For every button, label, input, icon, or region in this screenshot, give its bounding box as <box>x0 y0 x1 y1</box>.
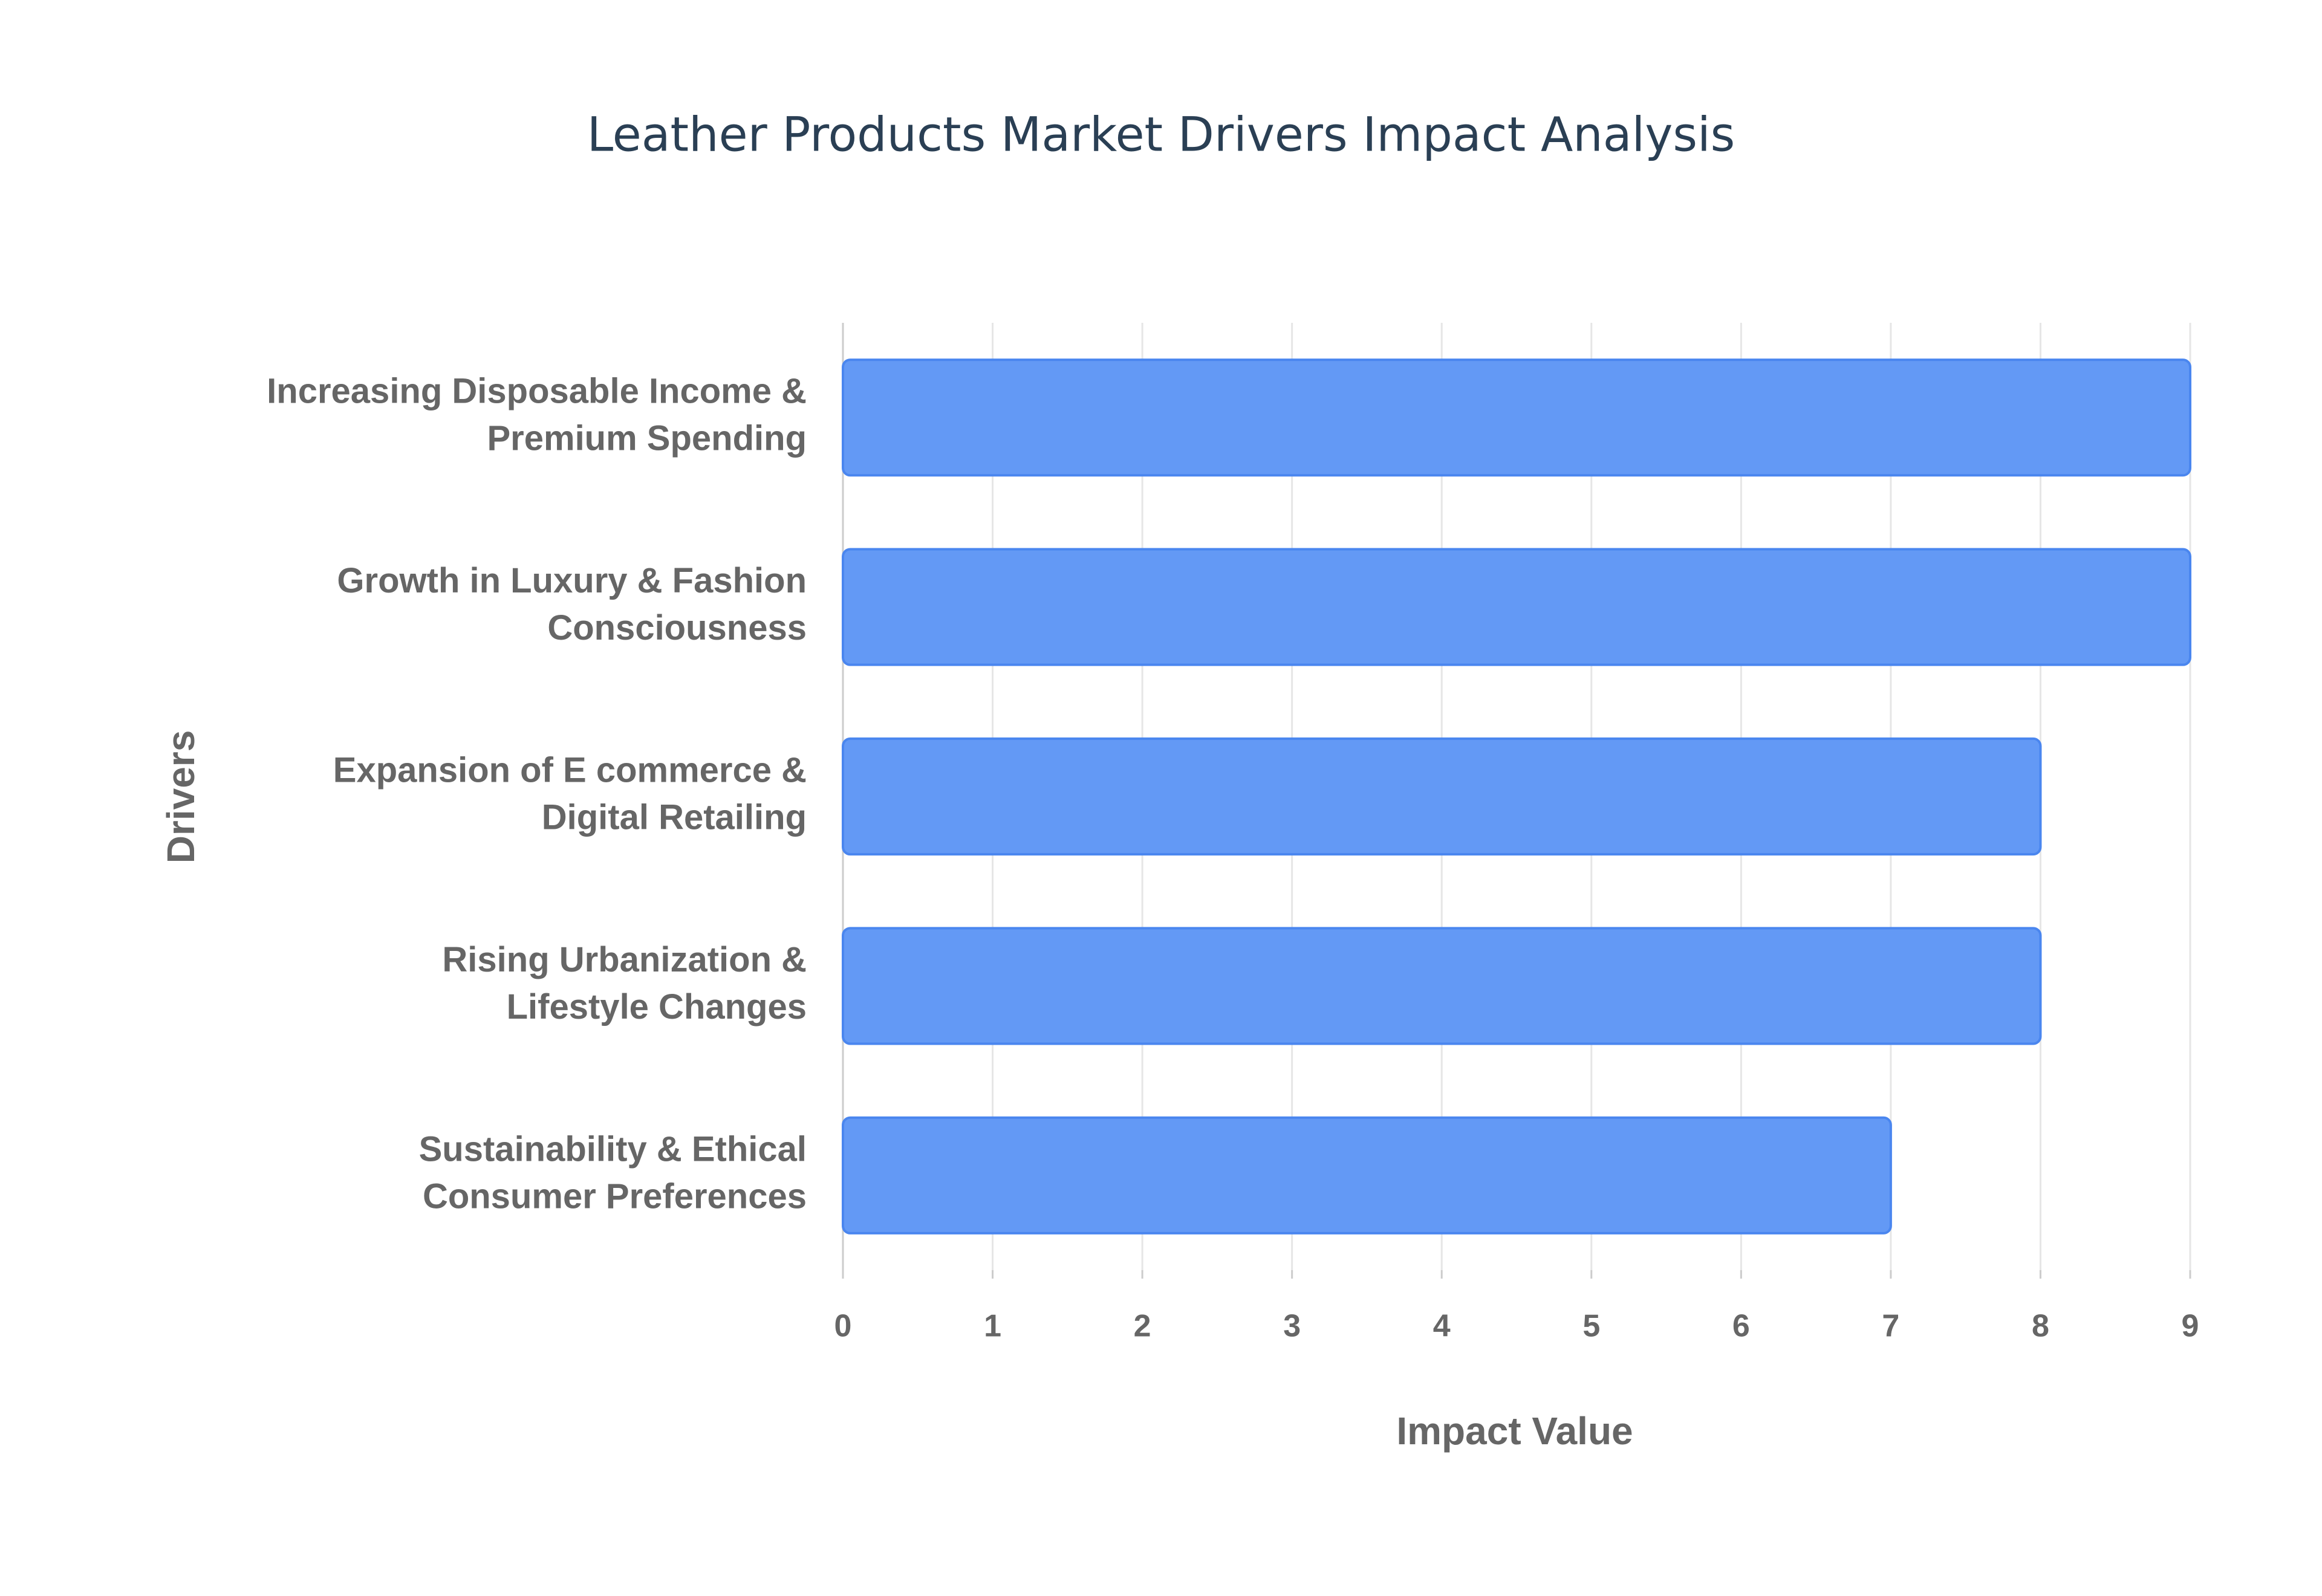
x-axis-title: Impact Value <box>1396 1409 1633 1453</box>
x-tick-label: 2 <box>1134 1309 1151 1344</box>
bar <box>842 548 2191 666</box>
y-tick-label: Rising Urbanization & Lifestyle Changes <box>442 940 807 1027</box>
y-tick-label: Growth in Luxury & Fashion Consciousness <box>337 561 807 647</box>
x-tick-label: 3 <box>1283 1309 1301 1344</box>
y-tick-label: Expansion of E commerce & Digital Retaili… <box>333 751 807 837</box>
x-tick-label: 5 <box>1582 1309 1600 1344</box>
x-tick-label: 0 <box>834 1309 852 1344</box>
bar <box>842 927 2042 1045</box>
bar <box>842 358 2191 477</box>
bar <box>842 737 2042 856</box>
x-tick-label: 7 <box>1882 1309 1899 1344</box>
bar <box>842 1116 1892 1234</box>
y-tick-label: Increasing Disposable Income & Premium Sp… <box>267 372 807 458</box>
x-tick-label: 4 <box>1433 1309 1451 1344</box>
x-tick-label: 8 <box>2032 1309 2049 1344</box>
y-axis-title: Drivers <box>159 730 203 864</box>
x-tick-label: 6 <box>1732 1309 1750 1344</box>
x-tick-label: 1 <box>984 1309 1001 1344</box>
y-tick-label: Sustainability & Ethical Consumer Prefere… <box>419 1130 807 1216</box>
chart-title: Leather Products Market Drivers Impact A… <box>587 108 1735 162</box>
x-tick-label: 9 <box>2182 1309 2199 1344</box>
